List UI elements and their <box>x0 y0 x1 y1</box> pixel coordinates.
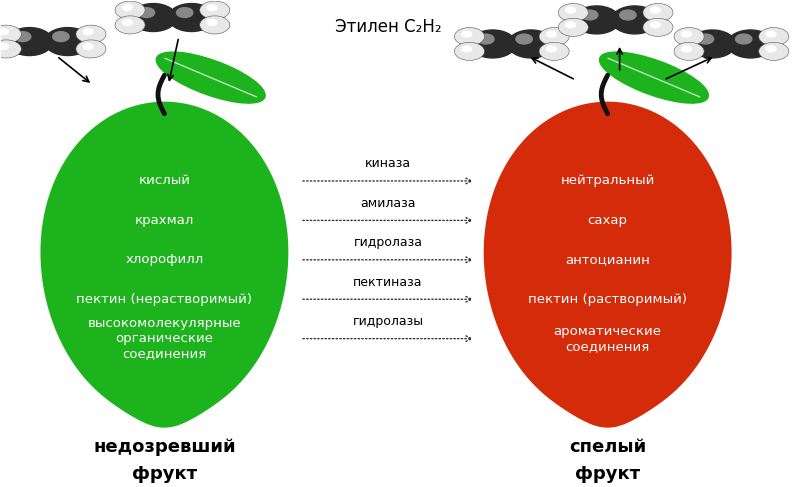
Circle shape <box>558 19 588 37</box>
Circle shape <box>566 22 575 28</box>
Text: кислый: кислый <box>138 174 190 187</box>
Text: спелый: спелый <box>569 438 646 456</box>
Circle shape <box>766 46 776 52</box>
Circle shape <box>508 30 554 58</box>
Text: пектин (растворимый): пектин (растворимый) <box>528 293 687 306</box>
Text: хлорофилл: хлорофилл <box>126 253 203 266</box>
Text: киназа: киназа <box>365 157 411 170</box>
Text: антоцианин: антоцианин <box>566 253 650 266</box>
Polygon shape <box>484 102 731 428</box>
Circle shape <box>643 19 673 37</box>
Circle shape <box>454 28 485 46</box>
Circle shape <box>758 42 789 60</box>
Circle shape <box>566 7 575 13</box>
Circle shape <box>122 5 132 11</box>
Circle shape <box>83 29 93 35</box>
Circle shape <box>727 30 774 58</box>
Circle shape <box>470 30 516 58</box>
Text: недозревший: недозревший <box>93 438 236 456</box>
Circle shape <box>454 42 485 60</box>
Circle shape <box>462 31 472 37</box>
Circle shape <box>0 43 9 50</box>
Circle shape <box>650 7 660 13</box>
Text: пектиназа: пектиназа <box>354 276 422 289</box>
Circle shape <box>168 3 214 32</box>
Text: гидролаза: гидролаза <box>354 236 422 249</box>
Circle shape <box>539 42 569 60</box>
Text: фрукт: фрукт <box>132 465 197 483</box>
Circle shape <box>611 6 658 34</box>
Circle shape <box>478 34 494 44</box>
Circle shape <box>650 22 660 28</box>
Circle shape <box>558 3 588 21</box>
Circle shape <box>138 8 154 18</box>
Text: высокомолекулярные
органические
соединения: высокомолекулярные органические соединен… <box>87 317 242 360</box>
Ellipse shape <box>156 52 265 103</box>
Circle shape <box>462 46 472 52</box>
Circle shape <box>6 28 53 56</box>
Circle shape <box>682 31 691 37</box>
Text: амилаза: амилаза <box>360 197 416 210</box>
Text: пектин (нерастворимый): пектин (нерастворимый) <box>77 293 253 306</box>
Circle shape <box>200 16 230 34</box>
Text: гидролазы: гидролазы <box>353 315 423 328</box>
Circle shape <box>582 10 598 20</box>
Circle shape <box>207 5 217 11</box>
Circle shape <box>200 1 230 19</box>
Circle shape <box>766 31 776 37</box>
Circle shape <box>758 28 789 46</box>
Ellipse shape <box>599 52 708 103</box>
Circle shape <box>674 42 704 60</box>
Circle shape <box>207 19 217 25</box>
Circle shape <box>698 34 714 44</box>
Circle shape <box>574 6 620 34</box>
Circle shape <box>643 3 673 21</box>
Circle shape <box>130 3 177 32</box>
Circle shape <box>115 1 145 19</box>
Text: сахар: сахар <box>588 214 628 227</box>
Circle shape <box>53 32 69 41</box>
Circle shape <box>674 28 704 46</box>
Circle shape <box>516 34 532 44</box>
Circle shape <box>14 32 31 41</box>
Text: ароматические
соединения: ароматические соединения <box>554 325 662 353</box>
Circle shape <box>0 25 22 43</box>
Circle shape <box>682 46 691 52</box>
Circle shape <box>177 8 193 18</box>
Circle shape <box>76 40 106 58</box>
Circle shape <box>546 31 556 37</box>
Circle shape <box>620 10 636 20</box>
Circle shape <box>735 34 752 44</box>
Text: Этилен С₂H₂: Этилен С₂H₂ <box>334 18 442 36</box>
Circle shape <box>115 16 145 34</box>
Circle shape <box>83 43 93 50</box>
Circle shape <box>546 46 556 52</box>
Text: нейтральный: нейтральный <box>561 174 655 187</box>
Text: фрукт: фрукт <box>575 465 640 483</box>
Circle shape <box>0 40 22 58</box>
Circle shape <box>0 29 9 35</box>
Polygon shape <box>41 102 288 428</box>
Circle shape <box>539 28 569 46</box>
Circle shape <box>76 25 106 43</box>
Circle shape <box>122 19 132 25</box>
Circle shape <box>45 28 91 56</box>
Text: крахмал: крахмал <box>134 214 194 227</box>
Circle shape <box>689 30 735 58</box>
